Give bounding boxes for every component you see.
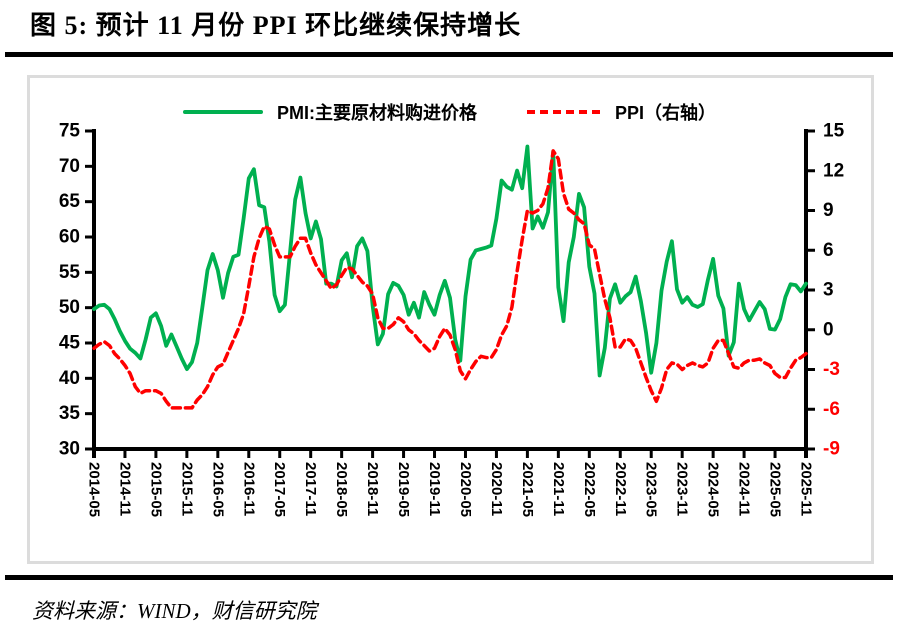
ppi-line	[92, 149, 808, 410]
x-tick-label: 2022-11	[612, 462, 629, 516]
y-left-tick-label: 65	[59, 191, 81, 212]
y-right-tick-label: 9	[823, 200, 834, 221]
y-right-tick-label: 3	[823, 280, 834, 301]
y-left-tick-label: 60	[59, 227, 80, 248]
x-tick-label: 2016-11	[240, 462, 257, 516]
pmi-legend-label: PMI:主要原材料购进价格	[276, 103, 477, 123]
y-left-tick-label: 35	[59, 403, 81, 424]
x-tick-label: 2015-05	[147, 462, 164, 517]
y-right-tick-label: 12	[823, 160, 844, 181]
x-tick-label: 2025-05	[767, 462, 784, 517]
figure-bottom-divider	[5, 575, 893, 580]
ppi-legend-line-icon	[526, 110, 601, 114]
x-tick-label: 2021-11	[550, 462, 567, 516]
y-right-tick-label: -3	[823, 359, 840, 380]
x-tick-label: 2018-11	[364, 462, 381, 516]
pmi-line	[92, 144, 808, 378]
x-tick-label: 2024-11	[736, 462, 753, 516]
x-tick-label: 2025-11	[798, 462, 815, 516]
figure-title: 图 5: 预计 11 月份 PPI 环比继续保持增长	[30, 11, 522, 40]
x-tick-label: 2014-11	[116, 462, 133, 516]
x-tick-label: 2019-05	[395, 462, 412, 517]
x-tick-label: 2017-11	[302, 462, 319, 516]
y-left-tick-label: 70	[59, 156, 80, 177]
y-right-tick-label: 0	[823, 319, 834, 340]
y-left-tick-label: 30	[59, 439, 80, 460]
y-left-tick-label: 55	[59, 262, 81, 283]
x-tick-label: 2021-05	[519, 462, 536, 517]
y-right-tick-label: 6	[823, 240, 834, 261]
x-tick-label: 2016-05	[209, 462, 226, 517]
x-tick-label: 2020-11	[488, 462, 505, 516]
chart-border-box	[27, 75, 874, 564]
x-tick-label: 2023-11	[674, 462, 691, 516]
y-left-tick-label: 45	[59, 333, 81, 354]
y-right-tick-label: -9	[823, 439, 840, 460]
ppi-legend-label: PPI（右轴）	[614, 103, 716, 123]
source-note: 资料来源：WIND，财信研究院	[32, 599, 317, 623]
chart-area: 30 35 40 45 50 55 60 65 70 75 -9 -6 -3 0 3 6 9 12 15 2014-0…	[0, 57, 899, 575]
x-tick-label: 2015-11	[178, 462, 195, 516]
x-tick-label: 2018-05	[333, 462, 350, 517]
x-tick-label: 2017-05	[271, 462, 288, 517]
x-tick-label: 2014-05	[86, 462, 103, 517]
y-left-tick-label: 50	[59, 297, 80, 318]
pmi-legend-line-icon	[182, 110, 263, 114]
x-tick-label: 2020-05	[457, 462, 474, 517]
y-left-tick-label: 40	[59, 368, 80, 389]
x-tick-label: 2024-05	[705, 462, 722, 517]
y-right-tick-label: 15	[823, 121, 845, 142]
x-tick-label: 2022-05	[581, 462, 598, 517]
title-divider	[5, 52, 893, 57]
y-right-tick-label: -6	[823, 399, 840, 420]
chart-legend: PMI:主要原材料购进价格 PPI（右轴）	[0, 99, 899, 125]
x-tick-label: 2023-05	[643, 462, 660, 517]
x-tick-label: 2019-11	[426, 462, 443, 516]
y-left-tick-label: 75	[59, 121, 81, 142]
plot-svg: 30 35 40 45 50 55 60 65 70 75 -9 -6 -3 0 3 6 9 12 15 2014-0…	[59, 121, 845, 518]
